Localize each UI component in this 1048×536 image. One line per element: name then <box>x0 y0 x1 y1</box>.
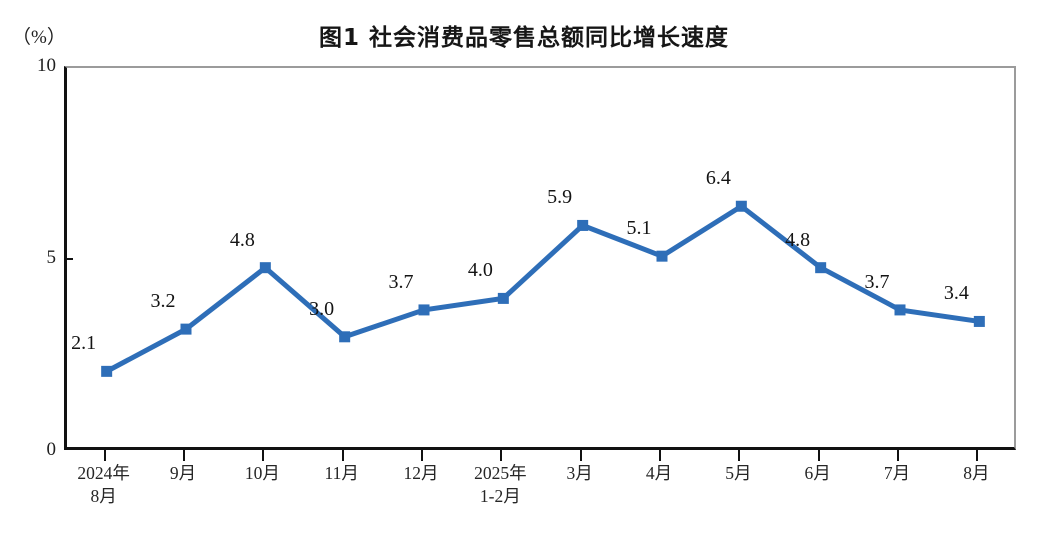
x-tick-mark <box>103 450 106 461</box>
data-point-marker[interactable] <box>973 315 985 327</box>
data-label: 3.2 <box>150 290 176 313</box>
data-label: 4.0 <box>467 259 493 282</box>
x-tick-label-line1: 12月 <box>403 463 439 483</box>
x-tick-mark <box>579 450 582 461</box>
chart-title: 图1 社会消费品零售总额同比增长速度 <box>318 25 729 51</box>
data-point-marker[interactable] <box>259 262 271 274</box>
data-label: 6.4 <box>705 167 731 190</box>
x-tick-label-line1: 9月 <box>169 463 197 483</box>
x-tick-label-line1: 5月 <box>725 463 752 483</box>
x-tick-label-line2: 1-2月 <box>479 486 521 507</box>
x-tick-mark <box>897 450 899 461</box>
data-label: 3.0 <box>309 297 335 320</box>
x-tick-label: 6月 <box>805 462 831 485</box>
data-point-marker[interactable] <box>894 304 906 316</box>
x-tick-mark <box>659 450 661 461</box>
x-tick-mark <box>976 450 979 461</box>
x-tick-label: 2025年 1-2月 <box>474 462 527 508</box>
x-tick-mark <box>500 450 503 461</box>
data-label: 3.7 <box>388 270 414 293</box>
data-point-marker[interactable] <box>339 331 351 343</box>
data-label: 3.7 <box>864 270 890 293</box>
x-tick-label-line1: 3月 <box>566 463 593 483</box>
x-tick-label-line1: 2024年 <box>77 463 130 483</box>
y-tick-label: 10 <box>37 55 56 76</box>
data-point-marker[interactable] <box>101 365 113 377</box>
data-label: 3.4 <box>943 282 969 305</box>
x-tick-label-line1: 8月 <box>963 463 990 483</box>
x-tick-mark <box>183 450 185 461</box>
data-point-marker[interactable] <box>418 304 430 316</box>
x-tick-mark <box>421 450 423 461</box>
x-tick-label-line1: 11月 <box>324 463 359 483</box>
data-label: 5.9 <box>547 186 573 209</box>
x-tick-label-line1: 4月 <box>645 463 673 483</box>
line-series-svg <box>101 200 985 377</box>
y-tick-mark <box>64 258 73 260</box>
x-tick-label: 8月 <box>963 462 989 485</box>
plot-area <box>64 66 1016 450</box>
x-tick-mark <box>738 450 741 461</box>
data-point-marker[interactable] <box>815 262 827 274</box>
data-label: 5.1 <box>626 217 652 240</box>
data-point-marker[interactable] <box>656 250 668 262</box>
data-point-marker[interactable] <box>497 292 509 304</box>
y-axis-labels: 0 5 10 <box>0 0 56 536</box>
data-label: 2.1 <box>71 332 97 355</box>
x-tick-label: 12月 <box>404 462 439 485</box>
data-point-marker[interactable] <box>735 200 747 212</box>
x-tick-mark <box>262 450 265 461</box>
data-label: 4.8 <box>229 228 255 251</box>
y-tick-label: 5 <box>46 247 57 268</box>
x-tick-label-line1: 10月 <box>244 463 280 483</box>
x-tick-label: 7月 <box>884 462 910 485</box>
x-tick-label: 3月 <box>567 462 593 485</box>
x-tick-label-line1: 7月 <box>883 463 911 483</box>
x-tick-mark <box>341 450 344 461</box>
x-tick-label: 5月 <box>725 462 751 485</box>
x-tick-label: 2024年 8月 <box>77 462 130 508</box>
x-tick-label-line2: 8月 <box>90 486 117 507</box>
x-tick-mark <box>817 450 820 461</box>
x-tick-label-line1: 2025年 <box>474 463 527 483</box>
y-axis-unit-label: （%） <box>12 27 66 48</box>
x-tick-label: 10月 <box>245 462 280 485</box>
x-tick-label: 9月 <box>170 462 196 485</box>
data-point-marker[interactable] <box>577 219 589 231</box>
data-point-marker[interactable] <box>180 323 192 335</box>
x-tick-label-line1: 6月 <box>804 463 831 483</box>
data-label: 4.8 <box>785 228 811 251</box>
x-tick-label: 11月 <box>324 462 358 485</box>
x-tick-label: 4月 <box>646 462 672 485</box>
y-tick-label: 0 <box>46 439 57 460</box>
